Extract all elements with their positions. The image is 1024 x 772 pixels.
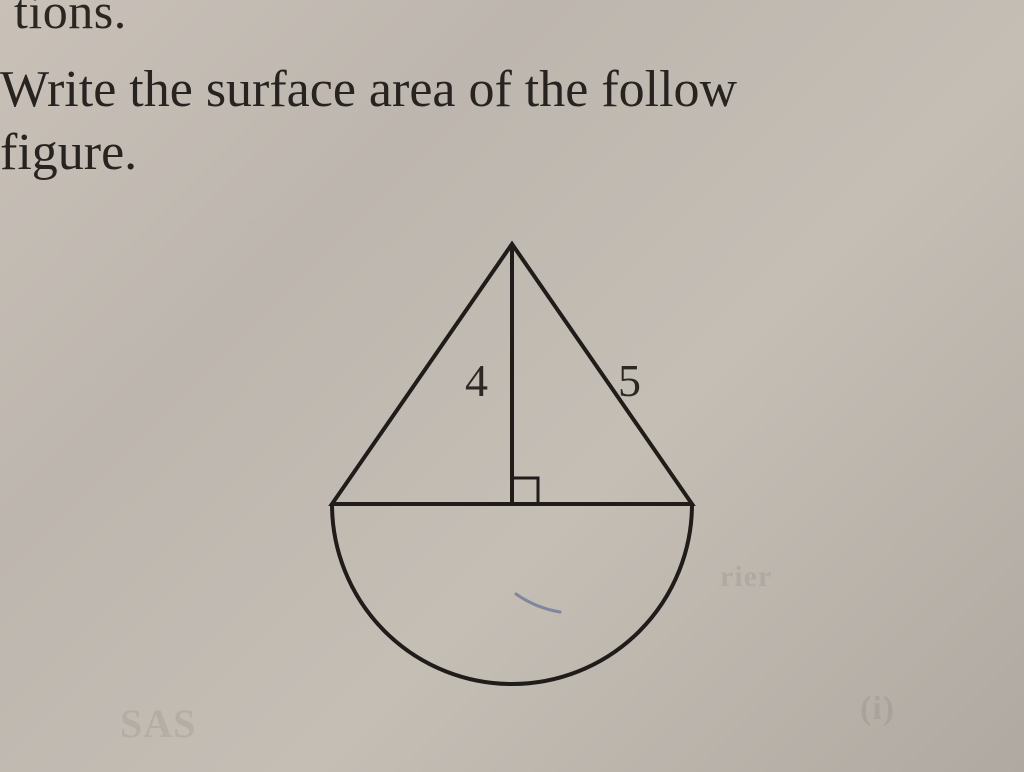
figure: 4 5 (256, 224, 768, 744)
label-slant-5: 5 (618, 355, 641, 406)
right-angle-marker (512, 478, 538, 504)
ghost-text-2: (i) (860, 690, 895, 728)
cropped-word-top: tions. (14, 0, 127, 40)
label-height-4: 4 (465, 355, 488, 406)
semicircle (332, 504, 692, 684)
question-line-2: figure. (0, 121, 737, 184)
question-text: Write the surface area of the follow fig… (0, 58, 737, 185)
question-line-1: Write the surface area of the follow (0, 58, 737, 121)
ink-smudge (516, 594, 560, 612)
ghost-text-1: SAS (120, 700, 196, 747)
